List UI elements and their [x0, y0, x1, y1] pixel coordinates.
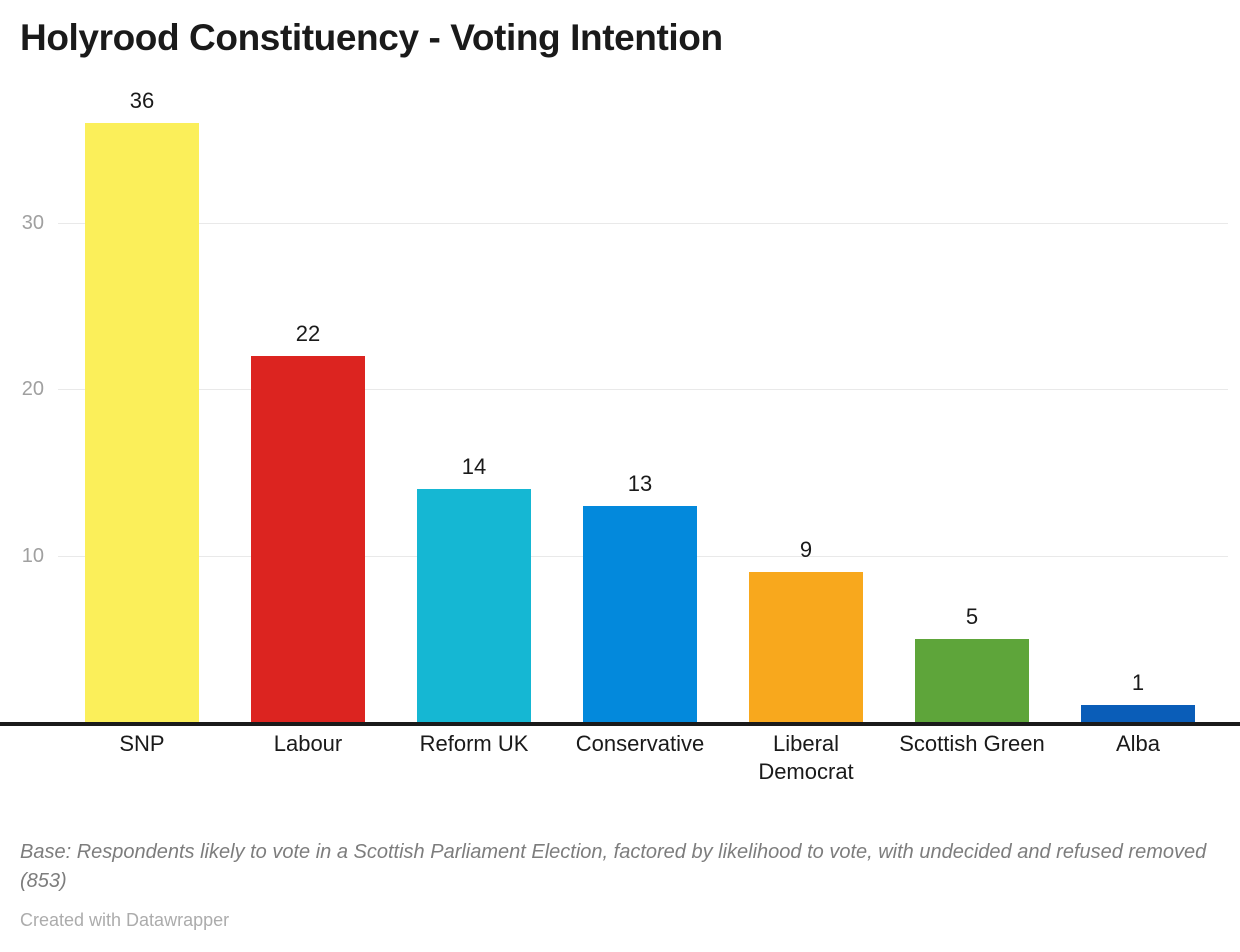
- bar-value-label: 13: [627, 470, 653, 496]
- y-axis-tick-label: 20: [21, 378, 44, 401]
- bar-value-label: 9: [799, 537, 813, 563]
- x-axis-category-label: Scottish Green: [899, 731, 1045, 756]
- x-axis-category-label: Labour: [273, 731, 343, 756]
- footer-note: Base: Respondents likely to vote in a Sc…: [20, 841, 1207, 892]
- x-axis-labels: SNP Labour Reform UK Conservative Liberal De…: [58, 730, 1228, 800]
- bar[interactable]: [1081, 705, 1195, 722]
- x-axis-category-label: Liberal Democrat: [758, 731, 854, 784]
- bar-value-label: 5: [965, 603, 979, 629]
- bar[interactable]: [85, 123, 199, 722]
- x-axis-baseline: [0, 722, 1240, 726]
- x-axis-category-label: Reform UK: [419, 731, 529, 756]
- y-axis-tick-label: 30: [21, 212, 44, 235]
- x-axis-category-label: Conservative: [575, 731, 705, 756]
- x-axis-category-label: SNP: [119, 731, 165, 756]
- footer-credit: Created with Datawrapper: [20, 910, 230, 930]
- bar-value-label: 22: [295, 321, 321, 347]
- bar-series: 36 22 14 13 9 5 1: [58, 88, 1228, 722]
- chart-footer: Base: Respondents likely to vote in a Sc…: [20, 838, 1210, 931]
- bar-value-label: 1: [1131, 670, 1145, 696]
- bar-value-label: 36: [129, 88, 155, 114]
- y-axis-tick-label: 10: [21, 544, 44, 567]
- bar[interactable]: [417, 489, 531, 722]
- plot-area: 10 20 30 36 22 14 13 9 5 1: [0, 88, 1240, 726]
- bar[interactable]: [915, 638, 1029, 722]
- chart-title: Holyrood Constituency - Voting Intention: [20, 17, 723, 58]
- bar-value-label: 14: [461, 454, 487, 480]
- bar[interactable]: [251, 356, 365, 722]
- x-axis-category-label: Alba: [1115, 731, 1161, 756]
- bar[interactable]: [583, 505, 697, 722]
- bar[interactable]: [749, 572, 863, 722]
